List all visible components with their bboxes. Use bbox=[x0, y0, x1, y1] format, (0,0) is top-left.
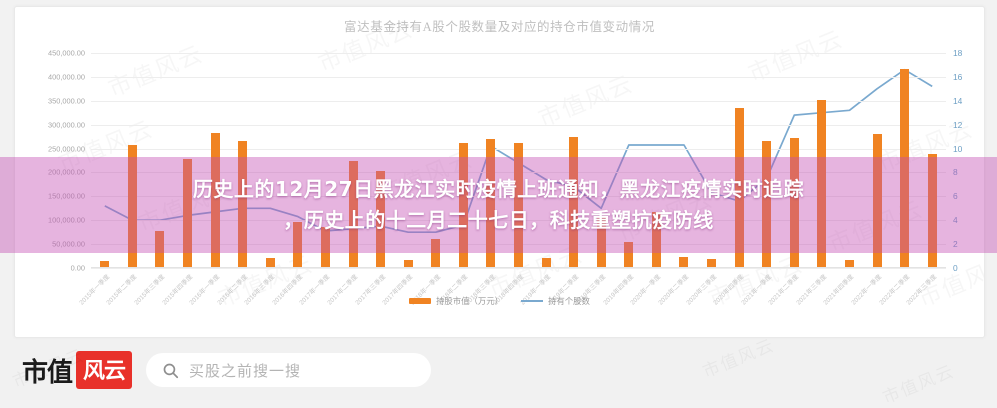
search-input-placeholder[interactable]: 买股之前搜一搜 bbox=[189, 362, 302, 380]
brand-logo-group[interactable]: 市值 风云 bbox=[22, 351, 133, 389]
chart-bar bbox=[596, 216, 606, 268]
y-axis-left-tick: 400,000.00 bbox=[48, 72, 85, 82]
chart-bar bbox=[651, 211, 661, 268]
y-axis-right-tick: 14 bbox=[953, 95, 963, 106]
chart-card: 富达基金持有A股个股数量及对应的持仓市值变动情况 市值风云市值风云市值风云市值风… bbox=[14, 6, 985, 338]
legend-swatch-line-icon bbox=[521, 300, 544, 302]
chart-bar bbox=[127, 145, 137, 268]
y-axis-left-tick: 250,000.00 bbox=[48, 144, 85, 154]
overlay-headline: 历史上的12月27日黑龙江实时疫情上班通知，黑龙江疫情实时追踪 ，历史上的十二月… bbox=[167, 174, 830, 236]
search-icon bbox=[163, 363, 179, 378]
chart-bar bbox=[265, 257, 275, 268]
y-axis-left-tick: 200,000.00 bbox=[48, 167, 85, 177]
y-axis-right-tick: 18 bbox=[953, 48, 963, 58]
chart-gridline bbox=[91, 53, 946, 54]
chart-plot-area: 0.00 50,000.00 100,000.00 150,000.00 200,000… bbox=[48, 48, 962, 306]
chart-bar bbox=[762, 140, 772, 268]
brand-name-text: 市值 bbox=[22, 357, 73, 388]
y-axis-left-tick: 0.00 bbox=[70, 263, 85, 273]
chart-bar bbox=[403, 260, 413, 268]
chart-bar bbox=[210, 132, 220, 268]
y-axis-left-tick: 300,000.00 bbox=[48, 120, 85, 130]
search-box[interactable]: 买股之前搜一搜 bbox=[146, 353, 432, 387]
chart-bar bbox=[238, 140, 248, 268]
chart-bar bbox=[348, 160, 358, 268]
y-axis-left-tick: 100,000.00 bbox=[48, 215, 85, 225]
y-axis-right-tick: 12 bbox=[953, 119, 963, 130]
y-axis-left-tick: 350,000.00 bbox=[48, 96, 85, 106]
legend-swatch-bar-icon bbox=[409, 298, 432, 304]
chart-gridline bbox=[91, 268, 946, 269]
y-axis-right-tick: 4 bbox=[953, 215, 958, 226]
chart-bar bbox=[707, 259, 717, 268]
chart-bar bbox=[927, 154, 937, 268]
chart-bar bbox=[624, 241, 634, 268]
y-axis-left-tick: 150,000.00 bbox=[48, 191, 85, 201]
chart-bar bbox=[155, 230, 165, 268]
chart-bar bbox=[789, 138, 799, 268]
chart-bar bbox=[541, 257, 551, 268]
chart-x-axis bbox=[91, 267, 946, 268]
overlay-banner: 历史上的12月27日黑龙江实时疫情上班通知，黑龙江疫情实时追踪 ，历史上的十二月… bbox=[0, 157, 997, 253]
y-axis-right-tick: 16 bbox=[953, 71, 963, 82]
y-axis-right-tick: 2 bbox=[953, 239, 958, 250]
legend-item-market-value: 持股市值（万元） bbox=[409, 295, 503, 307]
y-axis-right-tick: 6 bbox=[953, 191, 958, 202]
chart-gridline bbox=[91, 100, 946, 102]
y-axis-right-tick: 8 bbox=[953, 167, 958, 178]
chart-bar bbox=[293, 222, 303, 268]
chart-gridline bbox=[91, 124, 946, 126]
chart-bar bbox=[514, 142, 523, 268]
y-axis-right-tick: 0 bbox=[953, 263, 958, 273]
y-axis-left-tick: 450,000.00 bbox=[48, 48, 85, 58]
chart-bar bbox=[458, 142, 468, 268]
legend-item-holdings-count: 持有个股数 bbox=[521, 295, 590, 307]
chart-bar bbox=[320, 227, 330, 268]
chart-bar bbox=[734, 107, 744, 268]
legend-label-holdings-count: 持有个股数 bbox=[548, 296, 590, 306]
chart-legend: 持股市值（万元） 持有个股数 bbox=[15, 295, 984, 307]
chart-bar bbox=[900, 69, 910, 268]
legend-label-market-value: 持股市值（万元） bbox=[436, 296, 504, 306]
chart-bar bbox=[569, 136, 579, 268]
chart-bar bbox=[844, 260, 854, 268]
chart-bar bbox=[376, 170, 386, 268]
chart-bar bbox=[100, 261, 110, 268]
y-axis-left-tick: 50,000.00 bbox=[52, 239, 85, 249]
chart-title: 富达基金持有A股个股数量及对应的持仓市值变动情况 bbox=[344, 20, 655, 34]
brand-logo-badge: 风云 bbox=[76, 351, 133, 389]
chart-bar bbox=[679, 256, 689, 268]
chart-gridline bbox=[91, 76, 946, 78]
chart-bar bbox=[431, 239, 441, 268]
overlay-headline-line2: ，历史上的十二月二十七日，科技重塑抗疫防线 bbox=[283, 208, 714, 232]
chart-bar bbox=[872, 133, 882, 268]
y-axis-right-tick: 10 bbox=[953, 143, 963, 154]
overlay-headline-line1: 历史上的12月27日黑龙江实时疫情上班通知，黑龙江疫情实时追踪 bbox=[192, 177, 805, 201]
chart-bar bbox=[817, 99, 827, 268]
chart-bar bbox=[183, 159, 193, 268]
chart-bar bbox=[486, 139, 496, 268]
